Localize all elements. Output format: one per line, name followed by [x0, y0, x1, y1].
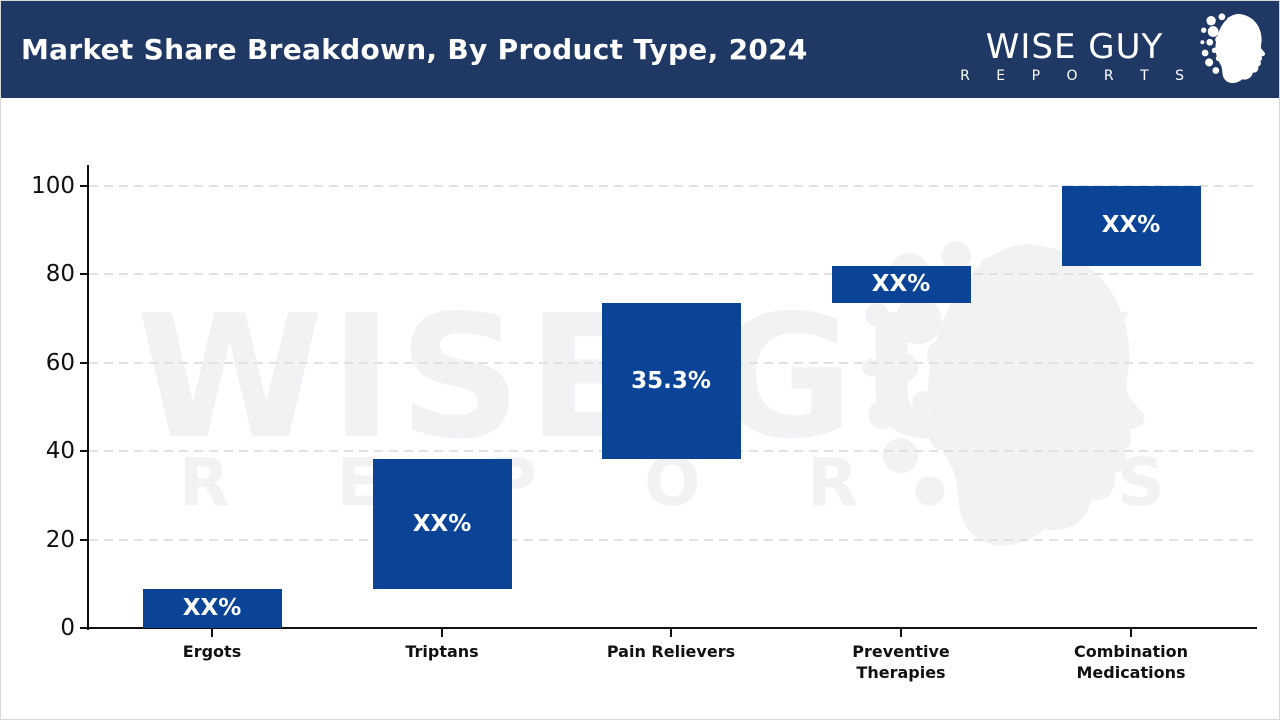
y-axis-line — [87, 165, 89, 630]
x-axis-tick — [1130, 628, 1132, 637]
bar-triptans: XX% — [372, 459, 512, 590]
y-axis-tick-label: 40 — [45, 438, 75, 465]
bar-pain-relievers: 35.3% — [601, 303, 741, 460]
x-axis-tick — [211, 628, 213, 637]
bar-combination-medications: XX% — [1061, 186, 1201, 266]
bar-ergots: XX% — [142, 589, 282, 628]
x-axis-tick — [670, 628, 672, 637]
gridline — [89, 185, 1257, 187]
x-axis-category-label: Triptans — [405, 642, 479, 661]
header-bar: Market Share Breakdown, By Product Type,… — [1, 1, 1279, 98]
y-axis-tick-label: 100 — [31, 173, 75, 199]
dotted-head-profile-icon — [1200, 13, 1266, 84]
y-axis-tick — [80, 185, 89, 187]
x-axis-category-label: Combination Medications — [1073, 642, 1189, 682]
bar-value-label: XX% — [1101, 212, 1161, 239]
brand-subname: R E P O R T S — [960, 67, 1195, 84]
gridline — [89, 538, 1257, 541]
bar-value-label: 35.3% — [631, 367, 711, 394]
x-axis-category-label: Pain Relievers — [606, 642, 736, 661]
brand-logo: WISE GUY R E P O R T S — [954, 7, 1271, 91]
x-axis-tick — [900, 628, 902, 637]
bar-value-label: XX% — [871, 270, 931, 297]
y-axis-tick-label: 20 — [45, 526, 75, 553]
y-axis-tick-label: 60 — [45, 349, 75, 376]
y-axis-tick — [80, 538, 89, 541]
x-axis-tick — [441, 628, 443, 637]
brand-name: WISE GUY — [985, 26, 1164, 67]
y-axis-tick — [80, 273, 89, 276]
y-axis-tick — [80, 361, 89, 364]
page-title: Market Share Breakdown, By Product Type,… — [21, 33, 808, 66]
bar-preventive-therapies: XX% — [831, 265, 971, 304]
y-axis-tick — [80, 627, 89, 629]
gridline — [89, 273, 1257, 276]
x-axis-line — [87, 627, 1257, 629]
y-axis-tick-label: 80 — [45, 261, 75, 288]
x-axis-category-label: Ergots — [182, 642, 242, 661]
bar-value-label: XX% — [412, 510, 472, 537]
bar-value-label: XX% — [182, 595, 242, 622]
brand-logo-text: WISE GUY R E P O R T S — [954, 30, 1195, 83]
y-axis-tick-label: 0 — [60, 615, 75, 641]
x-axis-category-label: Preventive Therapies — [852, 642, 950, 682]
y-axis-tick — [80, 450, 89, 453]
